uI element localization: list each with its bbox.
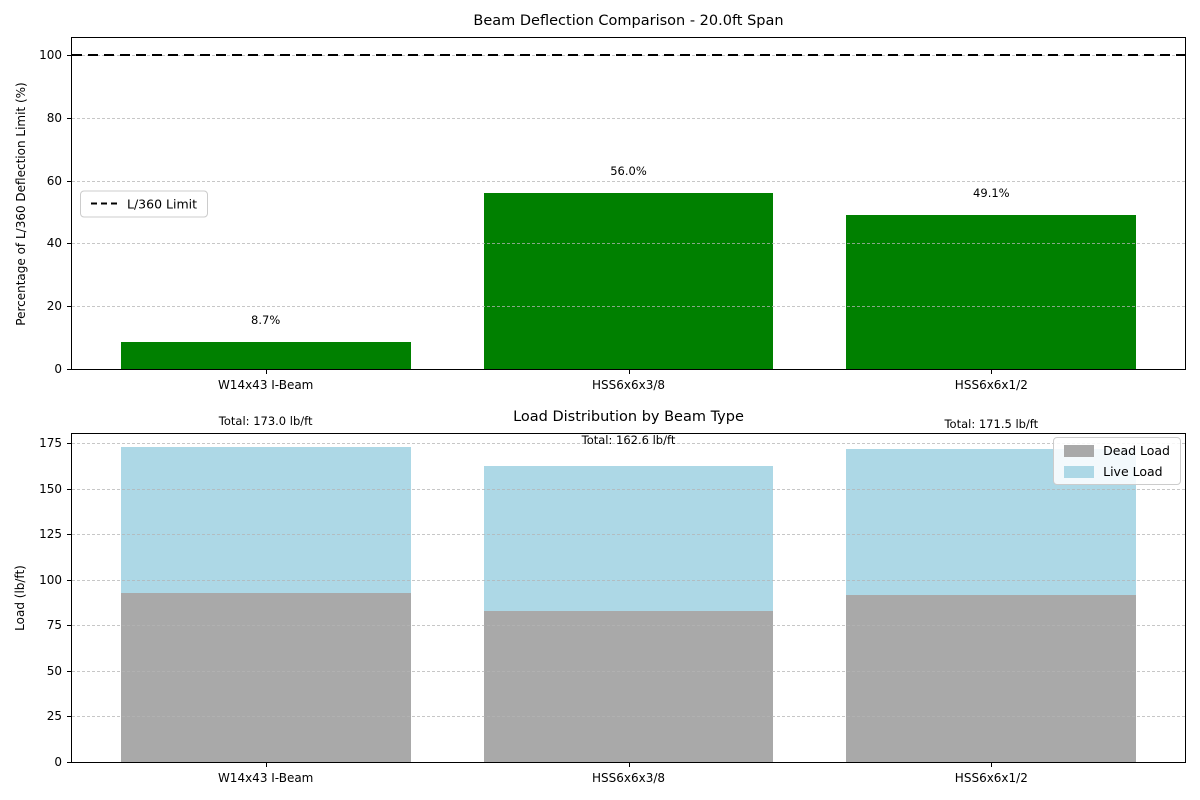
y-tick-label: 125 <box>39 527 62 542</box>
x-tick <box>628 763 630 767</box>
legend-label: L/360 Limit <box>127 196 197 211</box>
y-tick-label: 100 <box>39 47 62 62</box>
y-tick-label: 0 <box>54 362 62 376</box>
bar-segment-live-load <box>120 446 411 593</box>
y-tick <box>67 117 71 119</box>
y-tick <box>67 579 71 581</box>
y-tick <box>67 54 71 56</box>
deflection-chart-title: Beam Deflection Comparison - 20.0ft Span <box>473 13 784 29</box>
x-category-label: HSS6x6x1/2 <box>954 771 1028 785</box>
y-tick-label: 40 <box>46 236 62 251</box>
deflection-plot-area: 8.7% W14x43 I-Beam 56.0% HSS6x6x3/8 49.1% HSS… <box>39 37 1186 392</box>
y-tick-label: 25 <box>46 709 62 724</box>
l-360-limit-swatch <box>91 202 118 205</box>
bar-segment-dead-load <box>846 595 1137 762</box>
y-tick-label: 0 <box>54 755 62 769</box>
legend: Dead Load Live Load <box>1053 437 1181 485</box>
y-tick <box>67 443 71 445</box>
dead-load-swatch <box>1064 444 1095 457</box>
deflection-bar <box>846 214 1137 369</box>
gridline <box>72 180 1185 182</box>
x-category-label: W14x43 I-Beam <box>217 378 314 392</box>
x-category-label: W14x43 I-Beam <box>217 771 314 785</box>
gridline <box>72 534 1185 536</box>
gridline <box>72 443 1185 445</box>
gridline <box>72 625 1185 627</box>
x-tick <box>991 763 993 767</box>
bar-value-label: 56.0% <box>610 164 647 179</box>
load-chart-title: Load Distribution by Beam Type <box>513 409 744 425</box>
y-tick-label: 75 <box>46 618 62 633</box>
y-tick-label: 150 <box>39 481 62 496</box>
bar-segment-dead-load <box>483 611 774 762</box>
gridline <box>72 670 1185 672</box>
gridline <box>72 117 1185 119</box>
legend-label: Live Load <box>1103 464 1163 479</box>
y-tick-label: 175 <box>39 436 62 451</box>
deflection-bar <box>120 341 411 369</box>
y-tick <box>67 534 71 536</box>
live-load-swatch <box>1064 465 1095 478</box>
gridline <box>72 488 1185 490</box>
bar-segment-live-load <box>483 465 774 612</box>
y-tick-label: 50 <box>46 663 62 678</box>
y-tick-label: 60 <box>46 173 62 188</box>
y-tick-label: 80 <box>46 110 62 125</box>
y-tick <box>67 306 71 308</box>
x-tick <box>265 370 267 374</box>
deflection-y-axis-label: Percentage of L/360 Deflection Limit (%) <box>14 82 28 326</box>
gridline <box>72 243 1185 245</box>
limit-line <box>72 53 1185 56</box>
x-category-label: HSS6x6x1/2 <box>954 378 1028 392</box>
bar-segment-dead-load <box>120 592 411 762</box>
gridline <box>72 306 1185 308</box>
bar-total-label: Total: 171.5 lb/ft <box>944 416 1039 431</box>
gridline <box>72 579 1185 581</box>
bar-total-label: Total: 162.6 lb/ft <box>581 432 676 447</box>
legend-entry: L/360 Limit <box>91 196 197 211</box>
legend-label: Dead Load <box>1103 443 1170 458</box>
bar-total-label: Total: 173.0 lb/ft <box>218 413 313 428</box>
x-tick <box>628 370 630 374</box>
bar-value-label: 49.1% <box>973 185 1010 200</box>
y-tick <box>67 488 71 490</box>
gridline <box>72 716 1185 718</box>
x-tick <box>265 763 267 767</box>
legend: L/360 Limit <box>80 190 208 217</box>
x-tick <box>991 370 993 374</box>
load-y-axis-label: Load (lb/ft) <box>13 565 27 631</box>
y-tick <box>67 762 71 763</box>
x-category-label: HSS6x6x3/8 <box>591 771 666 785</box>
y-tick <box>67 625 71 627</box>
y-tick <box>67 716 71 718</box>
legend-entry: Dead Load <box>1064 443 1170 458</box>
deflection-bar <box>483 193 774 369</box>
bar-value-label: 8.7% <box>251 312 281 327</box>
y-tick-label: 100 <box>39 572 62 587</box>
legend-entry: Live Load <box>1064 464 1170 479</box>
y-tick-label: 20 <box>46 299 62 314</box>
x-category-label: HSS6x6x3/8 <box>591 378 666 392</box>
y-tick <box>67 243 71 245</box>
y-tick <box>67 180 71 182</box>
y-tick <box>67 369 71 370</box>
y-tick <box>67 670 71 672</box>
load-plot-area: Total: 173.0 lb/ft W14x43 I-Beam Total: 16… <box>39 414 1186 785</box>
